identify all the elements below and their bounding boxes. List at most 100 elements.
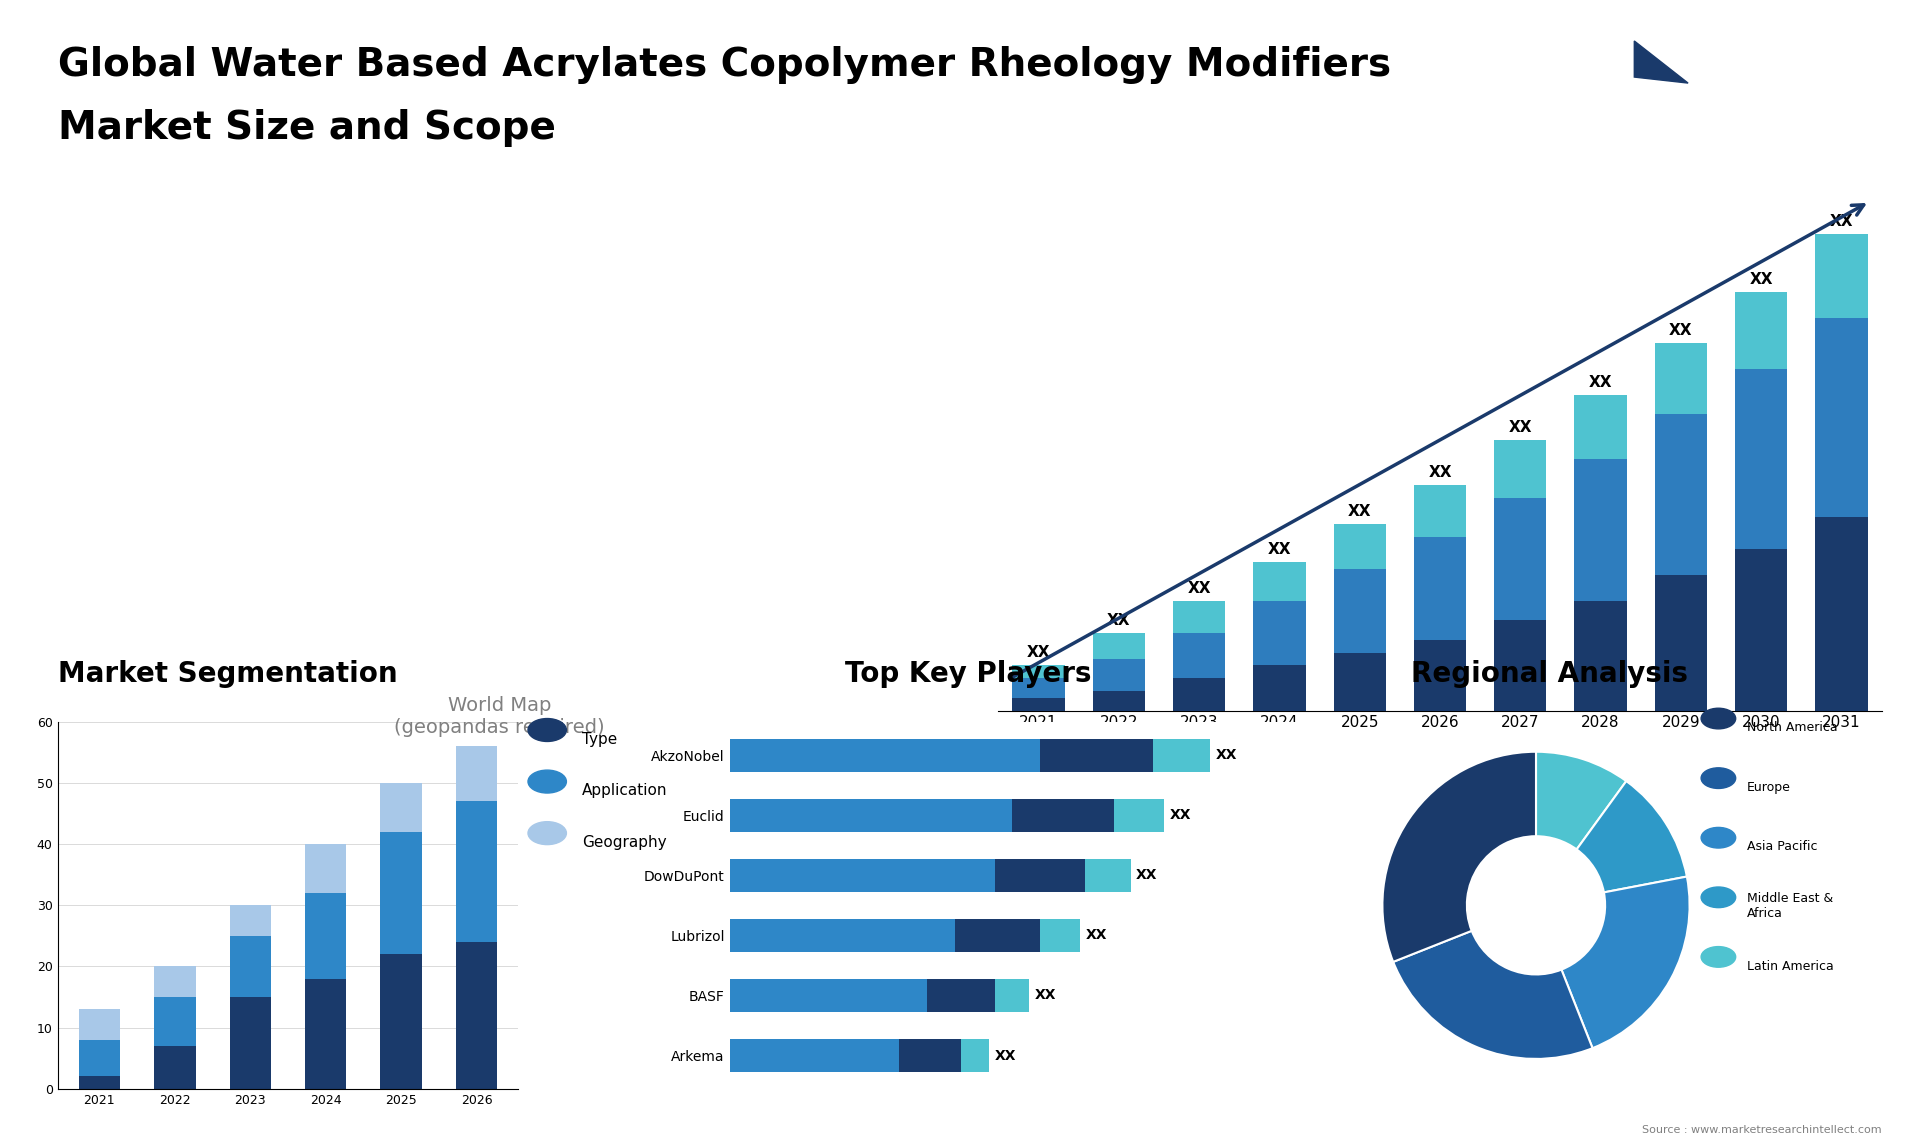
Wedge shape xyxy=(1561,877,1690,1049)
Text: Regional Analysis: Regional Analysis xyxy=(1411,660,1688,688)
Bar xyxy=(1736,549,1788,711)
Bar xyxy=(927,979,995,1012)
Bar xyxy=(380,783,422,832)
Wedge shape xyxy=(1394,931,1592,1059)
Bar xyxy=(154,966,196,997)
Text: Source : www.marketresearchintellect.com: Source : www.marketresearchintellect.com xyxy=(1642,1124,1882,1135)
Text: XX: XX xyxy=(1169,808,1192,822)
Text: Asia Pacific: Asia Pacific xyxy=(1747,840,1818,854)
Bar xyxy=(1012,799,1114,832)
Bar xyxy=(305,893,346,979)
Text: XX: XX xyxy=(995,1049,1016,1062)
Bar xyxy=(1494,440,1546,497)
Text: XX: XX xyxy=(1590,375,1613,390)
Wedge shape xyxy=(1536,752,1626,849)
Bar xyxy=(1154,739,1210,771)
Bar xyxy=(1254,563,1306,601)
Bar xyxy=(1173,678,1225,711)
Text: World Map
(geopandas required): World Map (geopandas required) xyxy=(394,696,605,737)
Bar xyxy=(1736,369,1788,549)
Bar xyxy=(1334,652,1386,711)
Bar xyxy=(962,1039,989,1072)
Polygon shape xyxy=(1634,41,1741,125)
Bar xyxy=(1574,395,1626,460)
Bar xyxy=(730,1039,899,1072)
Bar xyxy=(1413,485,1467,536)
Bar xyxy=(380,955,422,1089)
Bar xyxy=(1413,639,1467,711)
Text: XX: XX xyxy=(1348,503,1371,518)
Text: Middle East &
Africa: Middle East & Africa xyxy=(1747,893,1834,920)
Bar xyxy=(1816,317,1868,517)
Bar xyxy=(1494,620,1546,711)
Bar xyxy=(230,936,271,997)
Bar xyxy=(1655,344,1707,414)
Bar xyxy=(455,801,497,942)
Text: XX: XX xyxy=(1428,465,1452,480)
Bar xyxy=(455,942,497,1089)
Text: XX: XX xyxy=(1187,581,1212,596)
Text: Europe: Europe xyxy=(1747,780,1791,794)
Bar xyxy=(79,1076,121,1089)
Bar xyxy=(1012,698,1064,711)
Bar xyxy=(1041,739,1154,771)
Bar xyxy=(1816,234,1868,317)
Text: XX: XX xyxy=(1108,613,1131,628)
Bar xyxy=(899,1039,962,1072)
Bar xyxy=(1254,601,1306,666)
Bar xyxy=(995,979,1029,1012)
Bar xyxy=(305,845,346,893)
Text: XX: XX xyxy=(1215,748,1236,762)
Text: XX: XX xyxy=(1035,989,1056,1003)
Text: Market Size and Scope: Market Size and Scope xyxy=(58,109,555,147)
Bar xyxy=(730,799,1012,832)
Text: Latin America: Latin America xyxy=(1747,959,1834,973)
Bar xyxy=(305,979,346,1089)
Bar xyxy=(1092,691,1144,711)
Bar xyxy=(1085,858,1131,892)
Bar xyxy=(1334,568,1386,652)
Bar xyxy=(1254,666,1306,711)
Bar xyxy=(730,739,1041,771)
Bar xyxy=(995,858,1085,892)
Bar xyxy=(1574,460,1626,601)
Polygon shape xyxy=(1634,41,1688,84)
Bar xyxy=(1092,659,1144,691)
Text: Top Key Players: Top Key Players xyxy=(845,660,1091,688)
Bar xyxy=(1413,536,1467,639)
Text: XX: XX xyxy=(1749,272,1772,286)
Bar xyxy=(1655,414,1707,575)
Text: Type: Type xyxy=(582,731,616,747)
Bar xyxy=(79,1039,121,1076)
Text: XX: XX xyxy=(1137,869,1158,882)
Bar xyxy=(1816,517,1868,711)
Bar xyxy=(1092,634,1144,659)
Text: MARKET
RESEARCH
INTELLECT: MARKET RESEARCH INTELLECT xyxy=(1768,60,1843,107)
Bar xyxy=(1494,497,1546,620)
Bar xyxy=(1012,678,1064,698)
Bar xyxy=(230,905,271,936)
Text: XX: XX xyxy=(1509,419,1532,434)
Text: Market Segmentation: Market Segmentation xyxy=(58,660,397,688)
Bar xyxy=(230,997,271,1089)
Bar xyxy=(154,1046,196,1089)
Text: North America: North America xyxy=(1747,721,1837,735)
Text: XX: XX xyxy=(1267,542,1290,557)
Text: Global Water Based Acrylates Copolymer Rheology Modifiers: Global Water Based Acrylates Copolymer R… xyxy=(58,46,1390,84)
Bar xyxy=(1574,601,1626,711)
Bar xyxy=(1114,799,1164,832)
Bar xyxy=(730,858,995,892)
Bar xyxy=(154,997,196,1046)
Bar xyxy=(1334,524,1386,568)
Bar xyxy=(1173,634,1225,678)
Text: XX: XX xyxy=(1830,213,1853,229)
Wedge shape xyxy=(1382,752,1536,961)
Text: Geography: Geography xyxy=(582,834,666,850)
Bar xyxy=(1736,292,1788,369)
Wedge shape xyxy=(1576,782,1688,893)
Bar xyxy=(956,919,1041,952)
Text: XX: XX xyxy=(1668,323,1693,338)
Bar xyxy=(1173,601,1225,634)
Bar xyxy=(380,832,422,955)
Text: XX: XX xyxy=(1027,645,1050,660)
